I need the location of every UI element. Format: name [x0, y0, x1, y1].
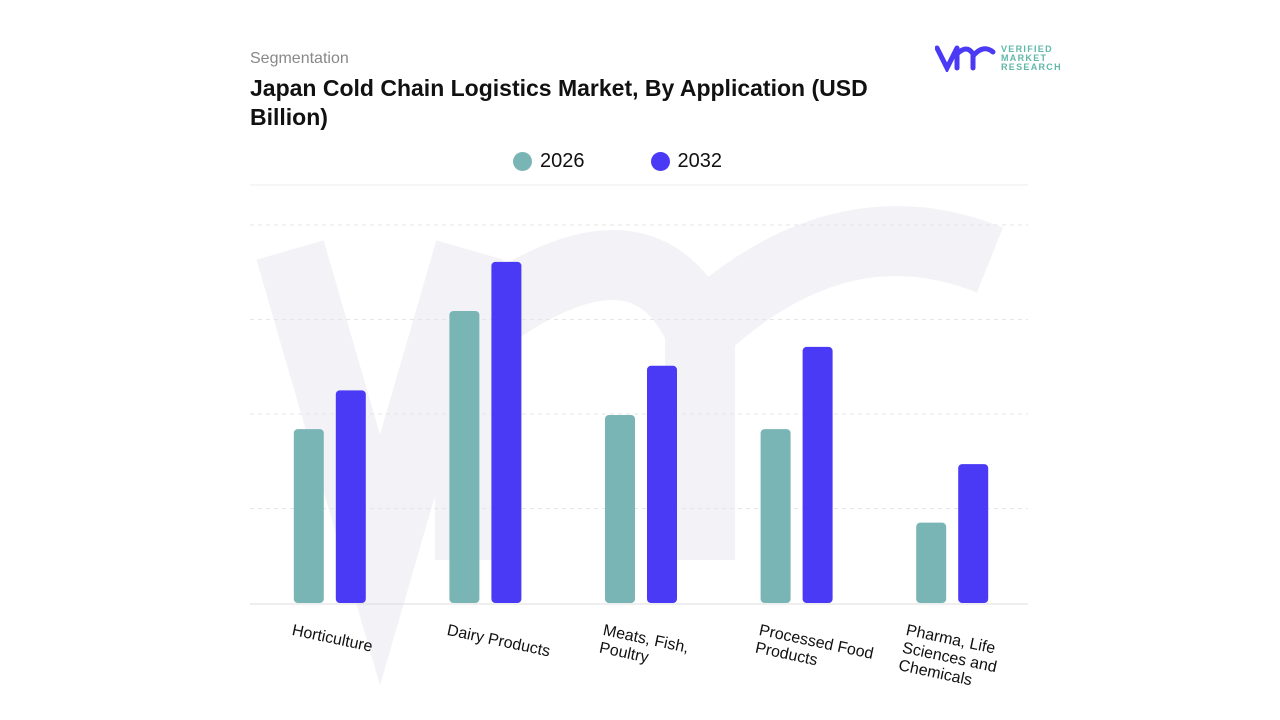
legend-item-2026: 2026	[513, 150, 585, 173]
chart-title: Japan Cold Chain Logistics Market, By Ap…	[250, 75, 868, 130]
bar-2026-0	[293, 429, 324, 603]
logo-text: VERIFIED MARKET RESEARCH	[1001, 43, 1062, 72]
watermark-logo	[256, 206, 1003, 686]
bar-2032-3	[802, 346, 833, 603]
bar-2032-2	[647, 365, 677, 603]
logo: VERIFIED MARKET RESEARCH	[935, 44, 1062, 72]
bar-2026-2	[605, 414, 635, 603]
bar-2026-4	[916, 522, 947, 603]
legend-label: 2032	[677, 150, 723, 172]
bar-2032-4	[958, 464, 989, 603]
legend-label: 2026	[540, 150, 585, 172]
segment-label: Segmentation	[250, 50, 349, 67]
legend: 2026 2032	[513, 150, 722, 173]
vmr-logo-icon	[935, 45, 996, 72]
legend-item-2032: 2032	[650, 150, 723, 173]
bar-2032-1	[491, 261, 522, 603]
legend-swatch	[513, 152, 532, 171]
legend-swatch	[650, 152, 670, 171]
bar-2032-0	[335, 390, 366, 603]
bar-2026-3	[760, 429, 791, 603]
bar-2026-1	[449, 310, 480, 603]
